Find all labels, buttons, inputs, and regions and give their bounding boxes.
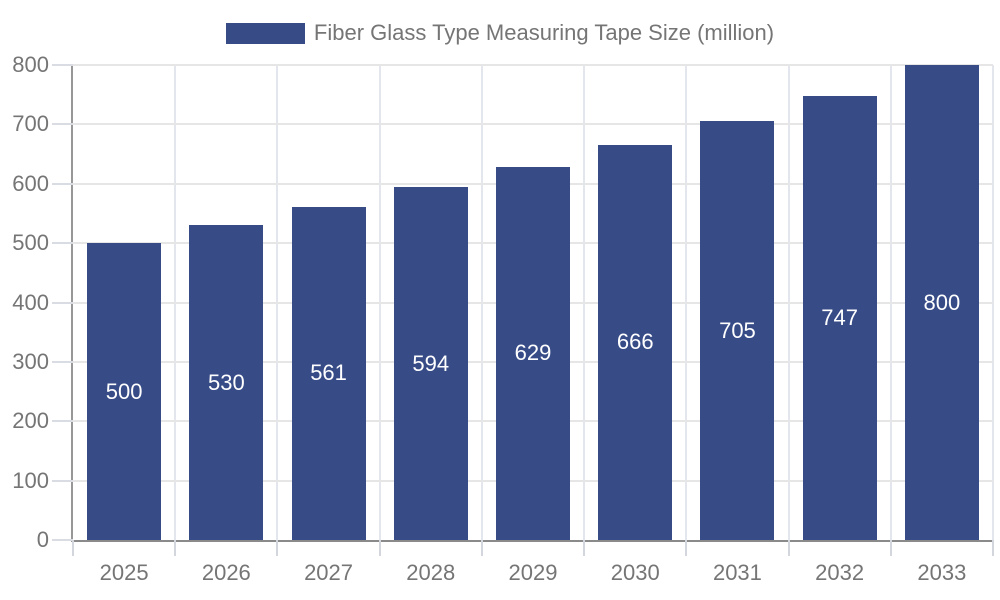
x-axis-tick xyxy=(378,540,381,556)
bar[interactable]: 594 xyxy=(393,187,468,540)
y-axis-label: 100 xyxy=(12,467,49,493)
y-axis-tick xyxy=(52,123,73,126)
y-axis-tick xyxy=(52,64,73,66)
y-axis-line xyxy=(71,65,73,542)
x-axis-label: 2029 xyxy=(508,560,558,585)
y-axis-tick xyxy=(52,242,73,245)
legend-item[interactable]: Fiber Glass Type Measuring Tape Size (mi… xyxy=(0,19,1000,47)
bar[interactable]: 500 xyxy=(87,243,162,540)
bar[interactable]: 629 xyxy=(496,166,570,540)
y-axis-label: 500 xyxy=(12,230,49,256)
x-axis-label: 2025 xyxy=(99,560,149,585)
y-axis-tick xyxy=(52,539,73,541)
bar[interactable]: 530 xyxy=(189,225,264,540)
y-axis-label: 400 xyxy=(12,289,49,315)
y-axis-label: 700 xyxy=(12,111,49,137)
x-axis-tick xyxy=(889,540,892,556)
x-axis-label: 2030 xyxy=(610,560,660,585)
bar[interactable]: 561 xyxy=(291,206,366,540)
bar-value-label: 629 xyxy=(514,340,552,366)
y-axis-tick xyxy=(52,301,73,304)
h-gridline xyxy=(73,64,993,66)
x-axis-tick xyxy=(276,540,279,556)
bar-value-label: 666 xyxy=(616,329,654,355)
bar-value-label: 800 xyxy=(923,289,961,315)
x-axis-label: 2031 xyxy=(712,560,762,585)
legend-color-swatch xyxy=(225,22,305,44)
bar-value-label: 500 xyxy=(105,378,143,404)
h-gridline xyxy=(73,123,993,126)
x-axis-tick xyxy=(174,540,177,556)
x-axis-label: 2027 xyxy=(304,560,354,585)
y-axis-tick xyxy=(52,182,73,185)
y-axis-label: 0 xyxy=(36,527,49,552)
x-axis-label: 2033 xyxy=(917,560,967,585)
legend-label: Fiber Glass Type Measuring Tape Size (mi… xyxy=(313,20,775,45)
bar-value-label: 530 xyxy=(207,369,245,395)
x-axis-tick xyxy=(480,540,483,556)
x-axis-label: 2032 xyxy=(815,560,865,585)
v-gridline xyxy=(992,65,994,540)
bar[interactable]: 666 xyxy=(598,144,673,540)
y-axis-label: 200 xyxy=(12,408,49,434)
x-axis-label: 2026 xyxy=(201,560,251,585)
y-axis-label: 800 xyxy=(12,52,49,77)
bar-value-label: 747 xyxy=(821,305,859,331)
x-axis-tick xyxy=(685,540,688,556)
x-axis-label: 2028 xyxy=(406,560,456,585)
x-axis-line xyxy=(73,540,993,542)
y-axis-label: 300 xyxy=(12,348,49,374)
bar-value-label: 594 xyxy=(412,350,450,376)
bar-value-label: 705 xyxy=(719,317,756,343)
bar[interactable]: 747 xyxy=(802,96,877,540)
y-axis-tick xyxy=(52,420,73,423)
y-axis-tick xyxy=(52,360,73,363)
plot-area: 500 530 561 594 629 666 705 747 800 xyxy=(71,64,994,542)
y-axis-tick xyxy=(52,479,73,482)
bar[interactable]: 800 xyxy=(904,65,979,540)
x-axis-tick xyxy=(72,540,74,556)
x-axis-tick xyxy=(583,540,586,556)
bar[interactable]: 705 xyxy=(700,121,775,540)
x-axis-tick xyxy=(992,540,994,556)
bar-value-label: 561 xyxy=(310,360,347,386)
x-axis-tick xyxy=(787,540,790,556)
y-axis-label: 600 xyxy=(12,170,49,196)
